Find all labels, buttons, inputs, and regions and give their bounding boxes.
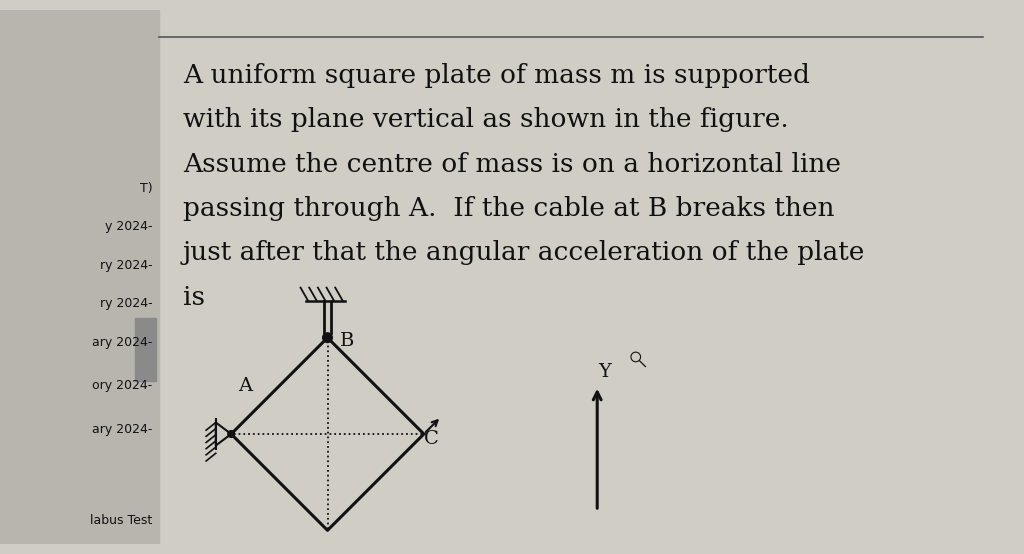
Text: y 2024-: y 2024- (104, 220, 153, 233)
Text: T): T) (139, 182, 153, 195)
Text: is: is (183, 285, 205, 310)
Text: passing through A.  If the cable at B breaks then: passing through A. If the cable at B bre… (183, 196, 835, 221)
Circle shape (323, 333, 333, 342)
Text: ary 2024-: ary 2024- (92, 336, 153, 349)
Text: with its plane vertical as shown in the figure.: with its plane vertical as shown in the … (183, 107, 788, 132)
Text: Y: Y (598, 363, 611, 381)
Circle shape (227, 430, 234, 437)
Text: ry 2024-: ry 2024- (99, 259, 153, 272)
Bar (135, 319, 156, 381)
Text: C: C (424, 430, 439, 448)
Text: A uniform square plate of mass m is supported: A uniform square plate of mass m is supp… (183, 63, 810, 88)
Text: Assume the centre of mass is on a horizontal line: Assume the centre of mass is on a horizo… (183, 152, 841, 177)
Text: ry 2024-: ry 2024- (99, 297, 153, 310)
Text: B: B (340, 332, 354, 350)
Text: labus Test: labus Test (90, 514, 153, 527)
Text: A: A (239, 377, 253, 395)
Bar (0, 10, 159, 544)
Text: ory 2024-: ory 2024- (92, 379, 153, 392)
Text: ary 2024-: ary 2024- (92, 423, 153, 435)
Text: just after that the angular acceleration of the plate: just after that the angular acceleration… (183, 240, 865, 265)
